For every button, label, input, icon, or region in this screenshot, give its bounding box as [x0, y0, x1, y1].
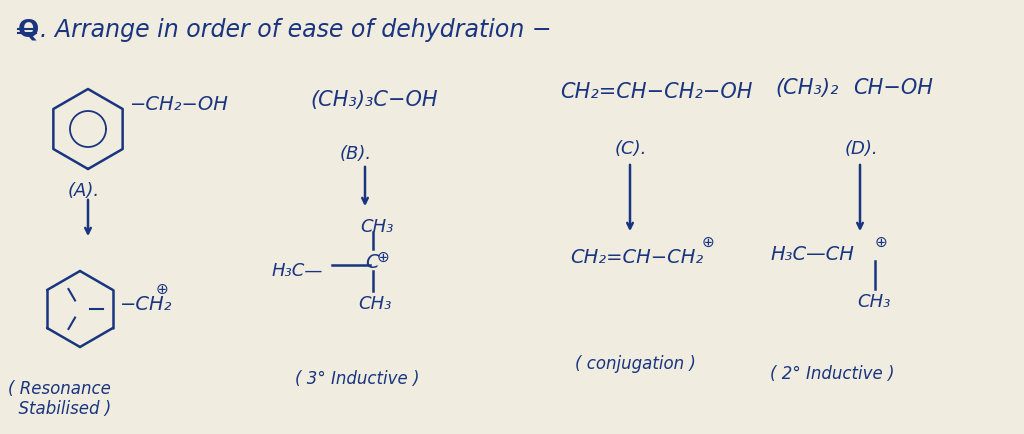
Text: CH₃: CH₃	[360, 217, 393, 236]
Text: ⊕: ⊕	[702, 234, 715, 250]
Text: . Arrange in order of ease of dehydration −: . Arrange in order of ease of dehydratio…	[40, 18, 552, 42]
Text: −CH₂: −CH₂	[120, 294, 172, 313]
Text: ( 3° Inductive ): ( 3° Inductive )	[295, 369, 420, 387]
Text: ( 2° Inductive ): ( 2° Inductive )	[770, 364, 895, 382]
Text: ( Resonance: ( Resonance	[8, 379, 111, 397]
Text: ⊕: ⊕	[874, 234, 888, 250]
Text: (C).: (C).	[615, 140, 647, 158]
Text: Stabilised ): Stabilised )	[8, 399, 112, 417]
Text: CH₃: CH₃	[857, 293, 891, 310]
Text: C: C	[365, 253, 379, 271]
Text: CH₂=CH−CH₂−OH: CH₂=CH−CH₂−OH	[560, 82, 753, 102]
Text: CH₂=CH−CH₂: CH₂=CH−CH₂	[570, 247, 703, 266]
Text: ( conjugation ): ( conjugation )	[575, 354, 696, 372]
Text: Q: Q	[18, 18, 39, 42]
Text: CH₃: CH₃	[358, 294, 391, 312]
Text: ⊕: ⊕	[377, 250, 390, 264]
Text: CH−OH: CH−OH	[853, 78, 933, 98]
Text: −CH₂−OH: −CH₂−OH	[130, 95, 229, 114]
Text: ⊕: ⊕	[156, 281, 169, 296]
Text: (B).: (B).	[340, 145, 372, 163]
Text: H₃C—CH: H₃C—CH	[770, 244, 854, 263]
Text: (A).: (A).	[68, 181, 100, 200]
Text: (D).: (D).	[845, 140, 879, 158]
Text: (CH₃)₃C−OH: (CH₃)₃C−OH	[310, 90, 437, 110]
Text: H₃C—: H₃C—	[272, 261, 324, 279]
Text: (CH₃)₂: (CH₃)₂	[775, 78, 839, 98]
